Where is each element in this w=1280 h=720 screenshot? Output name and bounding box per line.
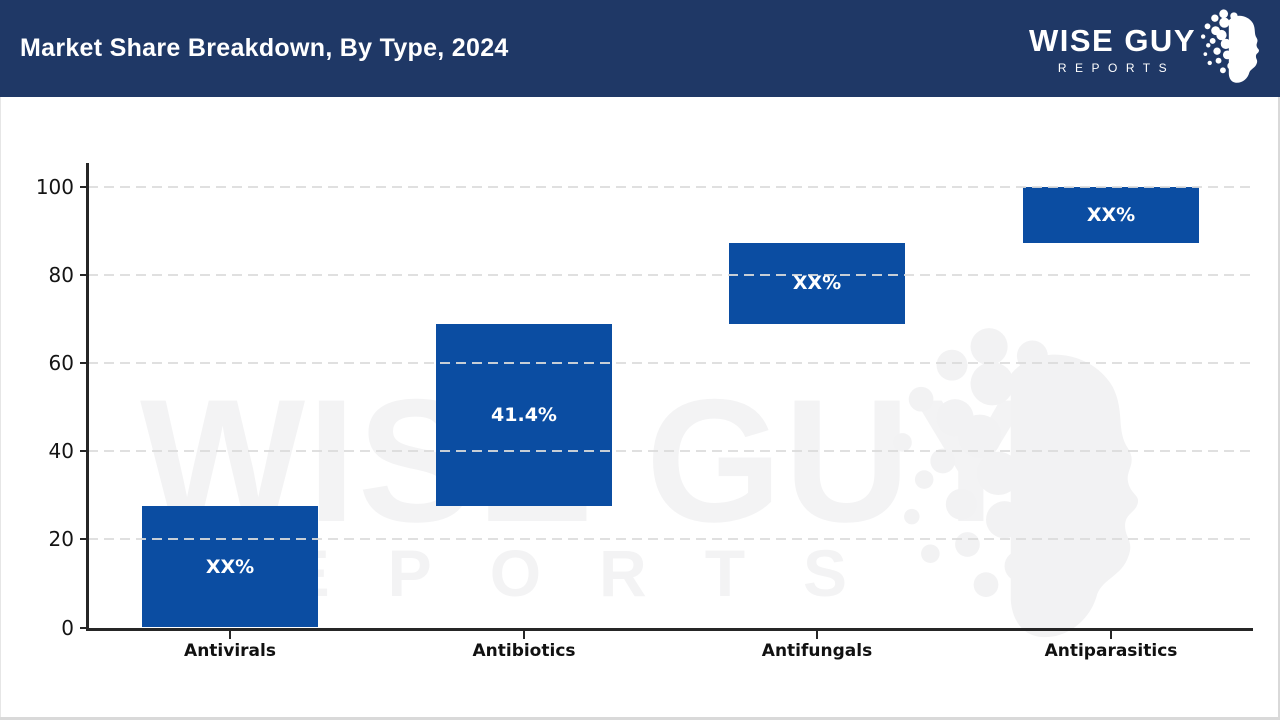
plot-region: 0 20 40 60 80 100 XX% Antivirals 41.4% Antibiotic… [0, 97, 1280, 720]
y-tick-60 [80, 361, 88, 364]
y-tick-label-80: 80 [48, 262, 74, 287]
bar-antifungals [729, 242, 905, 324]
logo-text: WISE GUY REPORTS [1028, 22, 1196, 75]
x-tick-antivirals [229, 630, 231, 639]
x-category-label-antifungals: Antifungals [761, 640, 873, 661]
y-tick-20 [80, 538, 88, 541]
bar-antivirals [142, 506, 318, 628]
logo-wiseguy-label: WISE GUY [1028, 22, 1196, 58]
x-tick-antibiotics [523, 630, 525, 639]
y-tick-label-20: 20 [48, 527, 74, 552]
bar-value-label-antivirals: XX% [205, 555, 255, 578]
wiseguy-logo: WISE GUY REPORTS [1029, 7, 1264, 91]
x-category-label-antivirals: Antivirals [184, 640, 276, 661]
gridline-100 [88, 185, 1253, 188]
gridline-80 [88, 273, 1253, 276]
x-tick-antiparasitics [1110, 630, 1112, 639]
bar-antiparasitics [1023, 186, 1199, 243]
header-bar: Market Share Breakdown, By Type, 2024 WI… [0, 0, 1280, 97]
page-title: Market Share Breakdown, By Type, 2024 [20, 34, 509, 62]
x-tick-antifungals [816, 630, 818, 639]
gridline-20 [88, 538, 1253, 541]
gridline-40 [88, 450, 1253, 453]
x-category-label-antibiotics: Antibiotics [472, 640, 576, 661]
bar-value-label-antiparasitics: XX% [1086, 203, 1136, 226]
y-tick-label-0: 0 [61, 615, 74, 640]
y-tick-80 [80, 273, 88, 276]
gridline-60 [88, 361, 1253, 364]
x-axis [86, 627, 1253, 631]
y-tick-label-60: 60 [48, 350, 74, 375]
y-axis [86, 163, 89, 630]
y-tick-0 [80, 626, 88, 629]
bar-value-label-antibiotics: 41.4% [491, 403, 557, 426]
logo-reports-label: REPORTS [1057, 60, 1176, 75]
y-tick-100 [80, 185, 88, 188]
y-tick-label-100: 100 [35, 174, 74, 199]
x-category-label-antiparasitics: Antiparasitics [1044, 640, 1178, 661]
y-tick-label-40: 40 [48, 439, 74, 464]
watermark-head-icon [893, 328, 1139, 638]
logo-face-icon [1200, 9, 1260, 83]
bar-value-label-antifungals: XX% [792, 272, 842, 295]
chart-area: WISE GUY REPORTS 0 20 40 60 80 100 XX% Antivira… [0, 97, 1280, 720]
y-tick-40 [80, 450, 88, 453]
bar-antibiotics [436, 323, 612, 507]
